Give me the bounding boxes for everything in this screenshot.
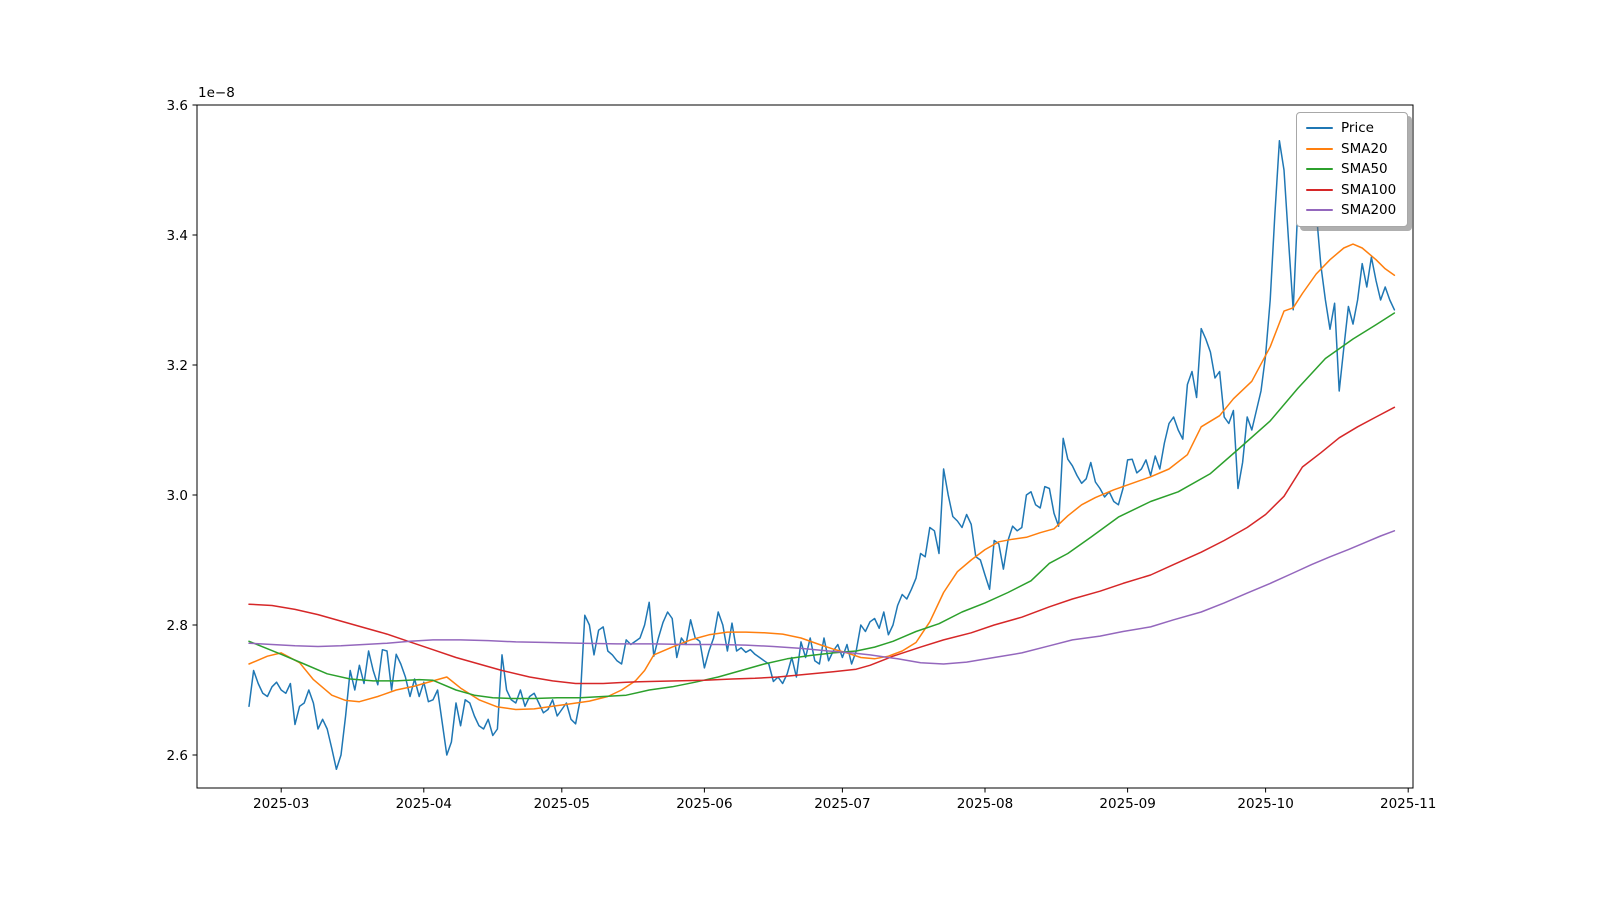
legend-item-sma20: SMA20 [1306,139,1398,160]
sma100-line [248,406,1396,685]
legend-item-sma50: SMA50 [1306,159,1398,180]
y-axis-offset-label: 1e−8 [198,85,235,101]
sma20-line [248,243,1396,711]
legend-item-sma200: SMA200 [1306,200,1398,221]
x-tick-label: 2025-11 [1380,796,1436,812]
legend-item-price: Price [1306,118,1398,139]
y-tick-label: 2.6 [167,748,188,764]
legend-line-sample-sma100 [1306,188,1333,191]
legend-label-sma20: SMA20 [1341,140,1388,157]
x-tick-label: 2025-04 [396,796,452,812]
price-line [248,138,1396,771]
x-tick-label: 2025-10 [1237,796,1293,812]
x-tick-label: 2025-03 [253,796,309,812]
legend-line-sample-sma20 [1306,147,1333,150]
legend-label-price: Price [1341,120,1374,137]
x-tick-label: 2025-08 [957,796,1013,812]
legend-line-sample-sma200 [1306,209,1333,212]
y-tick-label: 2.8 [167,618,188,634]
y-tick-label: 3.2 [167,358,188,374]
y-tick-label: 3.0 [167,488,188,504]
y-tick-label: 3.4 [167,228,188,244]
legend-label-sma200: SMA200 [1341,202,1397,219]
legend-line-sample-price [1306,127,1333,130]
legend: Price SMA20 SMA50 SMA100 SMA200 [1296,112,1408,227]
legend-line-sample-sma50 [1306,168,1333,171]
sma50-line [248,312,1396,700]
legend-label-sma100: SMA100 [1341,181,1397,198]
sma200-line [248,530,1396,665]
x-tick-label: 2025-06 [676,796,732,812]
legend-label-sma50: SMA50 [1341,161,1388,178]
x-tick-label: 2025-05 [534,796,590,812]
x-tick-label: 2025-07 [814,796,870,812]
legend-item-sma100: SMA100 [1306,180,1398,201]
plot-frame [196,104,1414,789]
x-tick-label: 2025-09 [1099,796,1155,812]
y-tick-label: 3.6 [167,98,188,114]
